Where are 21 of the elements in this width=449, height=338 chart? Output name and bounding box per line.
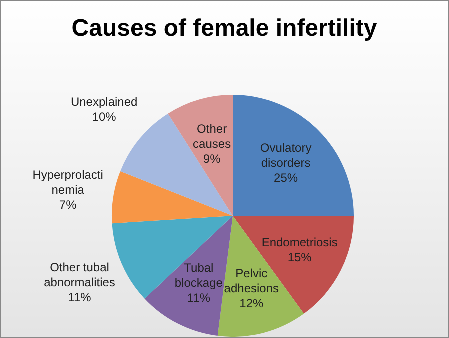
data-label: 10% [92,110,117,124]
data-label: 11% [187,290,211,305]
data-label: 25% [274,170,298,185]
chart-title: Causes of female infertility [70,15,378,43]
data-label: 7% [59,198,78,212]
data-label: 15% [288,250,312,265]
data-label: 11% [68,290,92,304]
pie-slice [168,95,233,216]
slice-label: Pelvic adhesions [224,266,280,296]
slice-label: Unexplained [70,95,138,110]
slice-label: Endometriosis [262,236,338,250]
slice-label: Ovulatory disorders [260,140,312,170]
slice-label: Tubal blockage [174,260,224,290]
slice-label: Other causes [193,122,232,151]
data-label: 12% [240,296,264,311]
pie-slice [112,171,233,224]
slice-label: Hyperprolactinemia [32,168,104,197]
pie-slice [120,114,233,216]
slice-label: Other tubal abnormalities [44,260,116,290]
data-label: 9% [203,152,222,166]
pie-slice [233,95,354,216]
